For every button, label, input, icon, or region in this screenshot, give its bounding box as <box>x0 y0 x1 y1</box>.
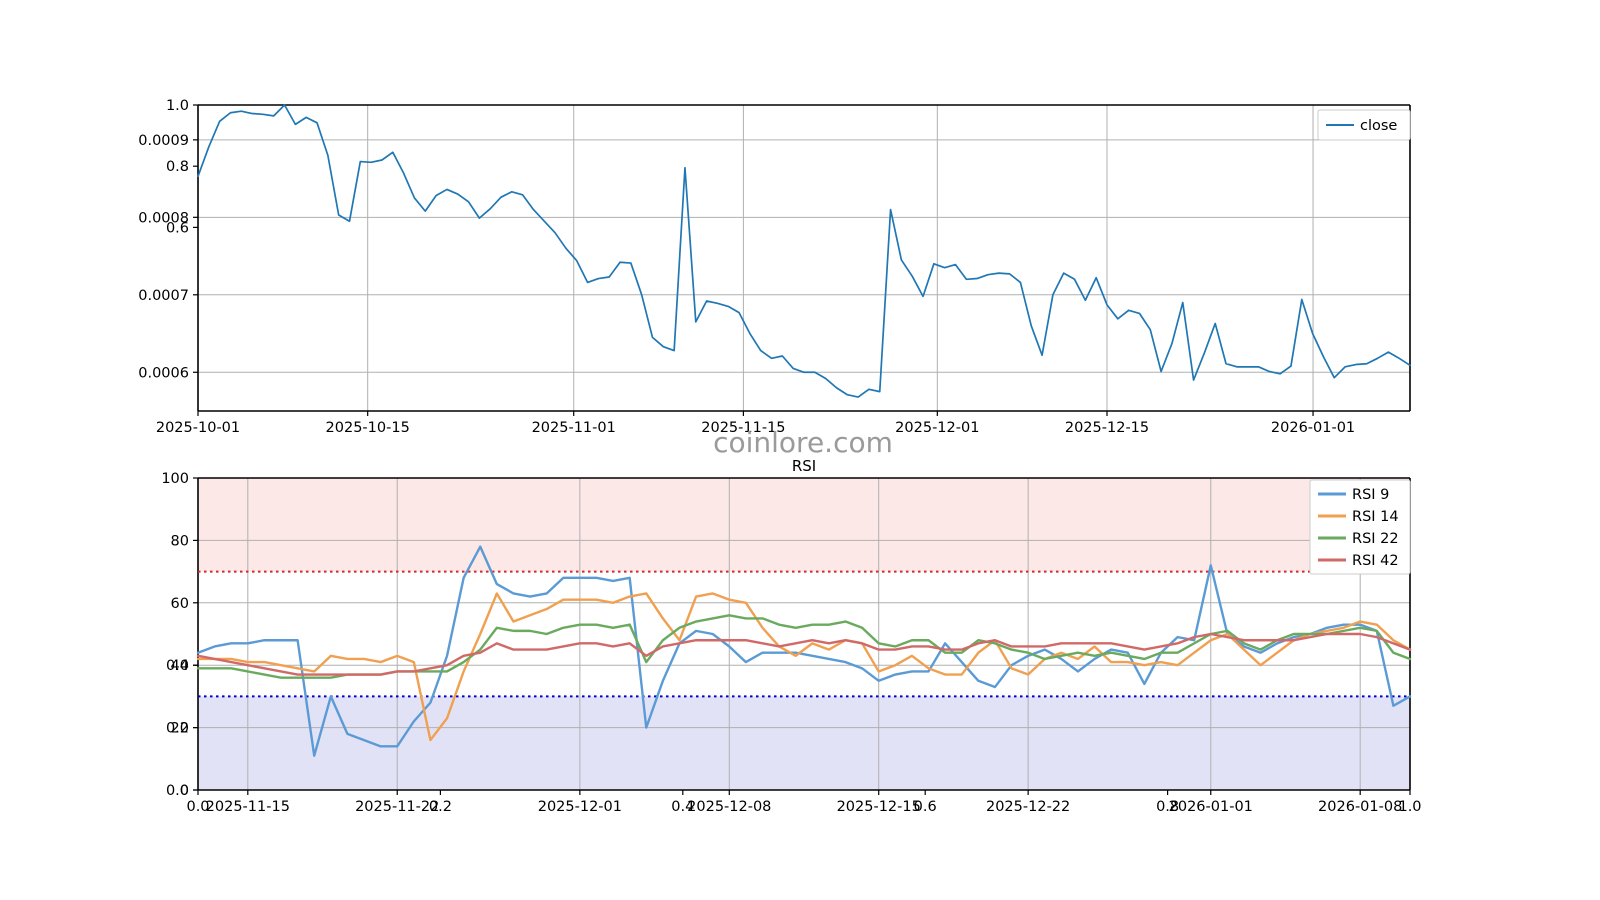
rsi-legend-label-rsi-42: RSI 42 <box>1352 553 1399 569</box>
rsi-xtick-label-5: 2025-12-22 <box>986 799 1070 815</box>
rsi-line-rsi-9 <box>196 545 1412 757</box>
rsi-xtick-label-1: 2025-11-22 <box>355 799 439 815</box>
rsi-band-0 <box>198 478 1410 572</box>
rsi-xtick-label-4: 2025-12-15 <box>837 799 921 815</box>
watermark-coinlore: coinlore.com <box>713 426 893 459</box>
rsi-xtick-label-3: 2025-12-08 <box>687 799 771 815</box>
price-legend-label-close: close <box>1360 118 1397 134</box>
price-xtick-label-4: 2025-12-01 <box>895 420 979 436</box>
rsi-xtick-sec-label-0: 0.0 <box>186 799 209 815</box>
rsi-line-rsi-22 <box>196 614 1412 679</box>
rsi-xtick-sec-label-2: 0.4 <box>671 799 694 815</box>
price-line-close <box>197 104 1411 398</box>
rsi-line-rsi-14 <box>196 592 1412 742</box>
rsi-ytick-label-5: 100 <box>161 471 189 487</box>
price-xtick-label-1: 2025-10-15 <box>326 420 410 436</box>
rsi-ytick-label-0: 0 <box>180 783 189 799</box>
rsi-xtick-label-6: 2026-01-01 <box>1169 799 1253 815</box>
rsi-xtick-label-2: 2025-12-01 <box>538 799 622 815</box>
rsi-ytick-sec-label-2: 0.4 <box>166 658 189 674</box>
price-xtick-label-5: 2025-12-15 <box>1065 420 1149 436</box>
rsi-xtick-sec-label-4: 0.8 <box>1156 799 1179 815</box>
rsi-ytick-label-3: 60 <box>171 596 189 612</box>
rsi-panel-title: RSI <box>792 457 816 475</box>
rsi-ytick-sec-label-0: 0.0 <box>166 783 189 799</box>
price-xtick-label-3: 2025-11-15 <box>701 420 785 436</box>
price-ytick-label-3: 0.0009 <box>138 133 189 149</box>
rsi-ytick-label-4: 80 <box>171 533 189 549</box>
rsi-ytick-sec-label-1: 0.2 <box>166 721 189 737</box>
price-xtick-label-2: 2025-11-01 <box>532 420 616 436</box>
price-legend-box <box>1317 109 1411 141</box>
rsi-xtick-sec-label-3: 0.6 <box>914 799 937 815</box>
rsi-line-rsi-42 <box>196 632 1412 676</box>
rsi-ytick-label-2: 40 <box>171 658 189 674</box>
price-xtick-label-0: 2025-10-01 <box>156 420 240 436</box>
rsi-legend-box <box>1309 479 1411 575</box>
rsi-xtick-label-0: 2025-11-15 <box>206 799 290 815</box>
rsi-legend-label-rsi-14: RSI 14 <box>1352 509 1399 525</box>
rsi-xtick-label-7: 2026-01-08 <box>1318 799 1402 815</box>
price-ytick-label-1: 0.0007 <box>138 288 189 304</box>
rsi-band-1 <box>198 696 1410 790</box>
price-xtick-label-6: 2026-01-01 <box>1271 420 1355 436</box>
price-ytick-sec-label-1: 0.8 <box>166 159 189 175</box>
price-ytick-label-0: 0.0006 <box>138 365 189 381</box>
rsi-legend-label-rsi-22: RSI 22 <box>1352 531 1399 547</box>
rsi-xtick-sec-label-5: 1.0 <box>1398 799 1421 815</box>
rsi-ytick-label-1: 20 <box>171 721 189 737</box>
rsi-legend-label-rsi-9: RSI 9 <box>1352 487 1389 503</box>
price-ytick-sec-label-0: 0.6 <box>166 220 189 236</box>
price-ytick-sec-label-2: 1.0 <box>166 98 189 114</box>
rsi-xtick-sec-label-1: 0.2 <box>429 799 452 815</box>
price-ytick-label-2: 0.0008 <box>138 210 189 226</box>
